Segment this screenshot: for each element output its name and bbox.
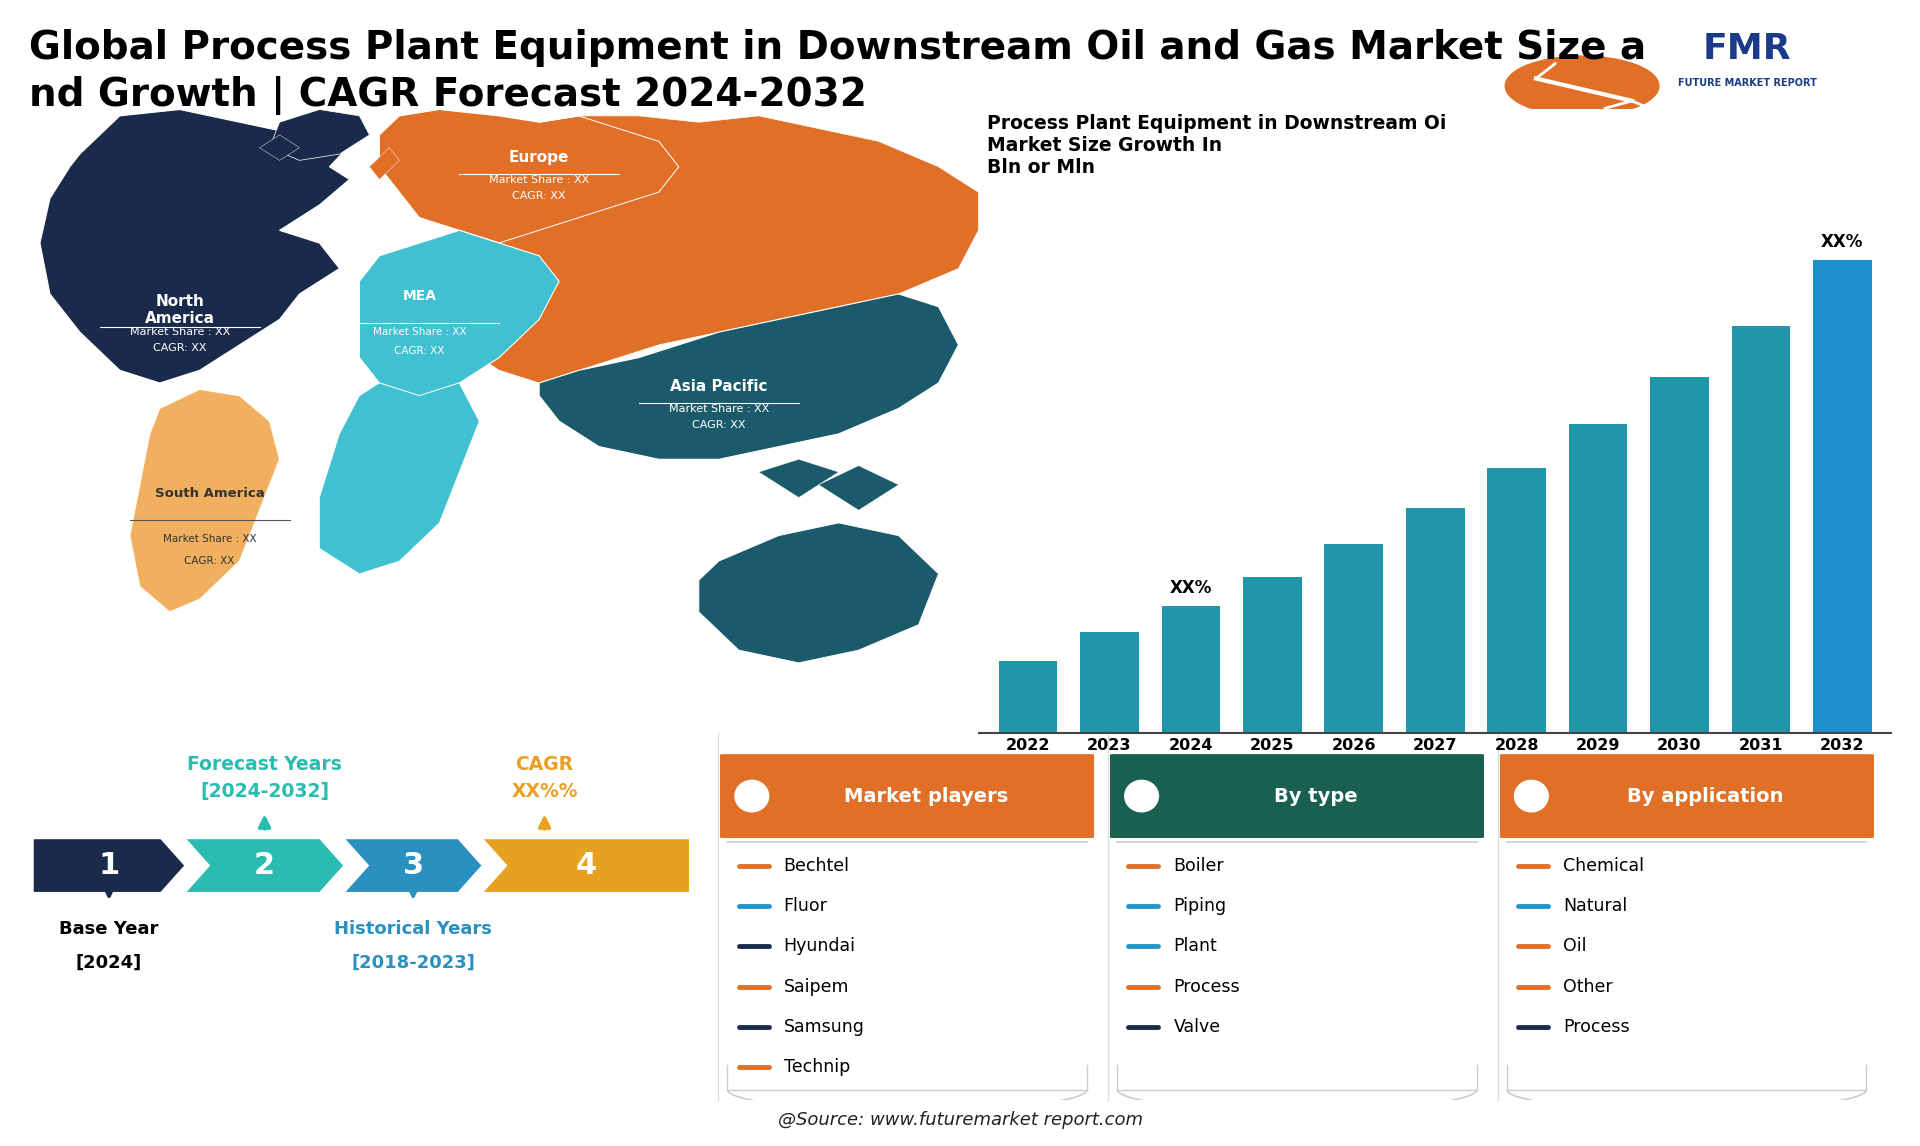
Text: 1: 1 xyxy=(98,851,119,880)
Text: Boiler: Boiler xyxy=(1173,857,1225,876)
Text: Market Share : XX: Market Share : XX xyxy=(372,328,467,337)
Text: [2018-2023]: [2018-2023] xyxy=(351,953,474,972)
Text: Europe: Europe xyxy=(509,150,570,165)
Text: Samsung: Samsung xyxy=(783,1018,864,1036)
Text: [2024-2032]: [2024-2032] xyxy=(200,782,328,801)
Polygon shape xyxy=(380,110,680,243)
Bar xyxy=(1649,377,1709,733)
Text: South America: South America xyxy=(156,487,265,501)
Circle shape xyxy=(735,780,768,811)
Text: CAGR: XX: CAGR: XX xyxy=(691,419,745,430)
Polygon shape xyxy=(259,135,300,160)
Text: 2: 2 xyxy=(253,851,275,880)
Text: FUTURE MARKET REPORT: FUTURE MARKET REPORT xyxy=(1678,78,1816,88)
Text: Process Plant Equipment in Downstream Oi
Market Size Growth In
Bln or Mln: Process Plant Equipment in Downstream Oi… xyxy=(987,113,1446,176)
Polygon shape xyxy=(758,460,839,497)
Text: 3: 3 xyxy=(403,851,424,880)
Polygon shape xyxy=(699,523,939,662)
Polygon shape xyxy=(131,390,280,612)
Polygon shape xyxy=(440,116,979,383)
Text: CAGR: XX: CAGR: XX xyxy=(513,190,566,201)
Text: North
America: North America xyxy=(144,293,215,327)
Polygon shape xyxy=(344,839,482,893)
Polygon shape xyxy=(184,839,344,893)
Polygon shape xyxy=(818,465,899,510)
Text: CAGR: CAGR xyxy=(515,755,574,774)
Bar xyxy=(1488,468,1546,733)
Polygon shape xyxy=(33,839,184,893)
Text: Market Share : XX: Market Share : XX xyxy=(490,174,589,185)
Text: 4: 4 xyxy=(576,851,597,880)
Text: Hyundai: Hyundai xyxy=(783,937,856,956)
Text: Bechtel: Bechtel xyxy=(783,857,851,876)
Text: By type: By type xyxy=(1273,786,1357,806)
Bar xyxy=(1081,631,1139,733)
Text: Historical Years: Historical Years xyxy=(334,919,492,937)
FancyBboxPatch shape xyxy=(1102,754,1492,838)
Text: Market Share : XX: Market Share : XX xyxy=(129,328,230,337)
Text: XX%%: XX%% xyxy=(511,782,578,801)
Text: Oil: Oil xyxy=(1563,937,1586,956)
Circle shape xyxy=(1515,780,1548,811)
Text: @Source: www.futuremarket report.com: @Source: www.futuremarket report.com xyxy=(778,1110,1142,1129)
Polygon shape xyxy=(269,110,369,160)
Text: Market players: Market players xyxy=(843,786,1008,806)
Bar xyxy=(1405,508,1465,733)
Bar xyxy=(1242,576,1302,733)
Polygon shape xyxy=(359,230,559,395)
Text: Plant: Plant xyxy=(1173,937,1217,956)
Polygon shape xyxy=(319,383,480,574)
Bar xyxy=(998,660,1058,733)
Text: Asia Pacific: Asia Pacific xyxy=(670,378,768,394)
Polygon shape xyxy=(40,110,359,383)
Text: Process: Process xyxy=(1563,1018,1630,1036)
Text: Valve: Valve xyxy=(1173,1018,1221,1036)
Bar xyxy=(1732,325,1789,733)
Text: Global Process Plant Equipment in Downstream Oil and Gas Market Size a
nd Growth: Global Process Plant Equipment in Downst… xyxy=(29,29,1645,115)
Text: CAGR: XX: CAGR: XX xyxy=(154,343,207,353)
Text: Saipem: Saipem xyxy=(783,978,849,996)
Text: Base Year: Base Year xyxy=(60,919,159,937)
Polygon shape xyxy=(482,839,689,893)
Text: FMR: FMR xyxy=(1703,32,1791,65)
Text: Piping: Piping xyxy=(1173,897,1227,916)
Text: Fluor: Fluor xyxy=(783,897,828,916)
FancyBboxPatch shape xyxy=(1492,754,1882,838)
Text: XX%: XX% xyxy=(1169,579,1212,597)
FancyBboxPatch shape xyxy=(712,754,1102,838)
Polygon shape xyxy=(369,148,399,180)
Text: XX%: XX% xyxy=(1822,233,1864,251)
Text: Market Share : XX: Market Share : XX xyxy=(163,534,257,544)
Text: CAGR: XX: CAGR: XX xyxy=(394,346,445,356)
Text: Market Share : XX: Market Share : XX xyxy=(668,403,770,414)
Text: Other: Other xyxy=(1563,978,1613,996)
Bar xyxy=(1812,260,1872,733)
Text: MEA: MEA xyxy=(403,289,436,304)
Circle shape xyxy=(1505,56,1659,116)
Text: CAGR: XX: CAGR: XX xyxy=(184,556,234,566)
Bar xyxy=(1569,424,1628,733)
Text: Process: Process xyxy=(1173,978,1240,996)
Circle shape xyxy=(1125,780,1158,811)
Bar xyxy=(1325,544,1382,733)
Text: Chemical: Chemical xyxy=(1563,857,1644,876)
Text: [2024]: [2024] xyxy=(77,953,142,972)
Text: Technip: Technip xyxy=(783,1058,851,1076)
Text: By application: By application xyxy=(1626,786,1784,806)
Text: Natural: Natural xyxy=(1563,897,1628,916)
Text: Forecast Years: Forecast Years xyxy=(186,755,342,774)
Polygon shape xyxy=(540,293,958,460)
Bar xyxy=(1162,606,1221,733)
